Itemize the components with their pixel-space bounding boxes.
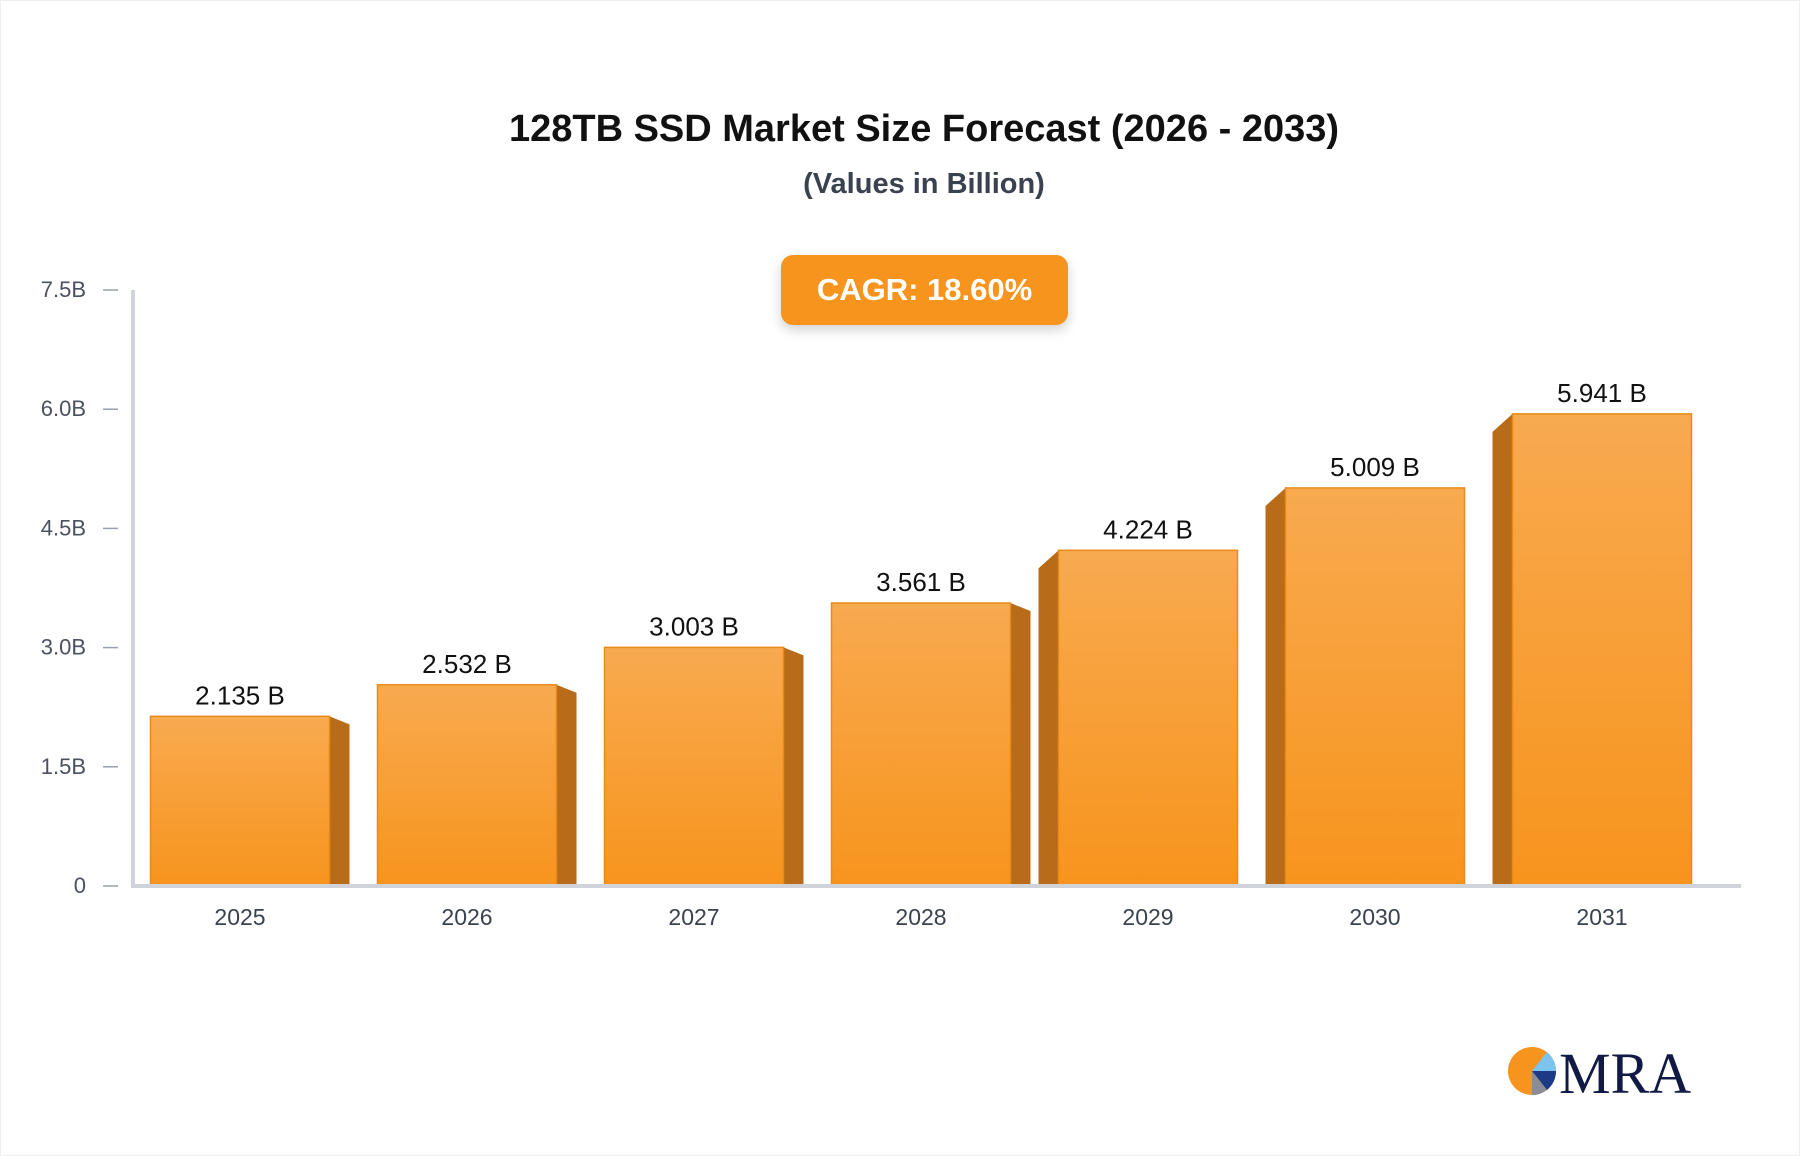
bar-side (1010, 603, 1031, 886)
bar (1057, 549, 1239, 887)
chart-title: 128TB SSD Market Size Forecast (2026 - 2… (508, 108, 1340, 150)
data-label: 3.561 B (876, 567, 966, 597)
y-tick-label: 6.0B (41, 396, 86, 421)
bar-side (783, 647, 804, 886)
bar (149, 715, 331, 887)
data-label: 3.003 B (649, 611, 739, 641)
bar-side (1038, 550, 1059, 886)
data-label: 2.135 B (195, 680, 285, 710)
bar-side (329, 716, 350, 886)
data-label: 5.009 B (1330, 452, 1420, 482)
data-label: 4.224 B (1103, 514, 1193, 544)
bar (1284, 487, 1466, 887)
data-label: 2.532 B (422, 649, 512, 679)
x-tick-label: 2027 (668, 904, 719, 930)
svg-text:MRA: MRA (1559, 1043, 1691, 1099)
bar (376, 684, 558, 887)
y-tick-label: 3.0B (41, 635, 86, 660)
bar (603, 646, 785, 887)
y-tick-label: 7.5B (41, 277, 86, 302)
bar-side (1265, 487, 1286, 886)
bar (830, 602, 1012, 887)
bar (1511, 413, 1693, 887)
x-tick-label: 2030 (1349, 904, 1400, 930)
x-tick-label: 2029 (1122, 904, 1173, 930)
y-tick-label: 0 (74, 873, 86, 898)
x-tick-label: 2026 (441, 904, 492, 930)
bar-side (556, 684, 577, 886)
cagr-badge: CAGR: 18.60% (781, 255, 1068, 325)
y-tick-label: 1.5B (41, 754, 86, 779)
x-tick-label: 2031 (1576, 904, 1627, 930)
bar-side (1492, 413, 1513, 886)
y-tick-label: 4.5B (41, 515, 86, 540)
chart-subtitle: (Values in Billion) (803, 168, 1045, 200)
x-tick-label: 2028 (895, 904, 946, 930)
x-tick-label: 2025 (214, 904, 265, 930)
mra-logo: MRA (1508, 1043, 1691, 1099)
data-label: 5.941 B (1557, 378, 1647, 408)
